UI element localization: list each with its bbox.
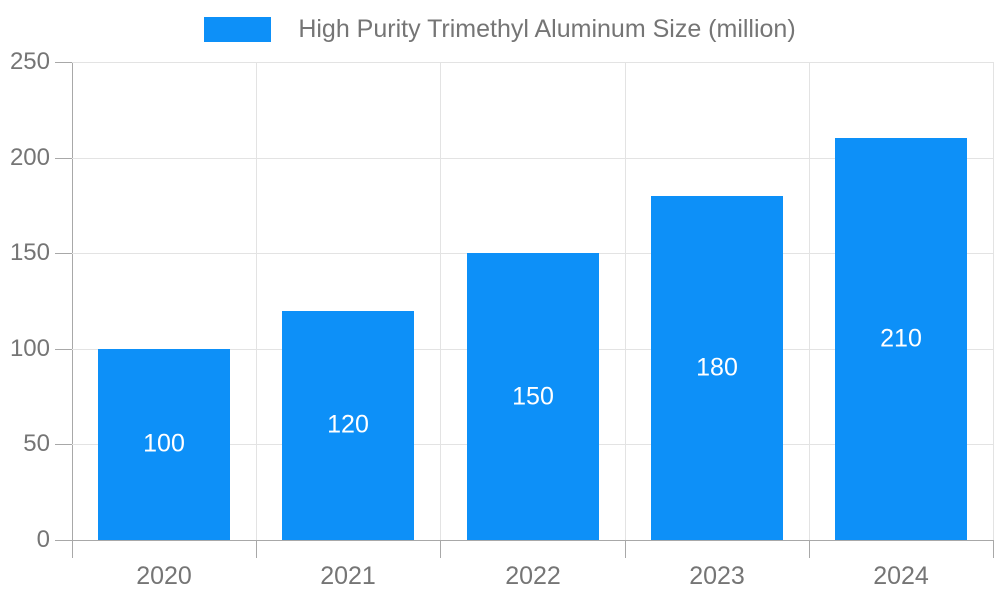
- x-axis-tick: [72, 540, 73, 558]
- bar-2021[interactable]: 120: [282, 310, 414, 540]
- x-axis-line: [72, 540, 993, 541]
- bar-value-label: 120: [327, 410, 369, 439]
- h-gridline: [72, 157, 993, 159]
- x-axis-tick: [809, 540, 810, 558]
- x-axis-tick: [440, 540, 441, 558]
- y-axis-tick: [55, 540, 72, 541]
- x-axis-label-2020: 2020: [136, 562, 192, 590]
- bar-value-label: 150: [512, 382, 554, 411]
- x-axis-label-2024: 2024: [873, 562, 929, 590]
- v-gridline: [440, 62, 441, 540]
- bar-2023[interactable]: 180: [651, 195, 783, 540]
- v-gridline: [993, 62, 994, 540]
- bar-value-label: 100: [143, 429, 185, 458]
- y-axis-label: 250: [9, 48, 50, 75]
- y-axis-tick: [55, 444, 72, 446]
- x-axis-tick: [256, 540, 257, 558]
- y-axis-label: 100: [9, 334, 50, 362]
- legend-item[interactable]: High Purity Trimethyl Aluminum Size (mil…: [0, 15, 1000, 44]
- x-axis-tick: [625, 540, 626, 558]
- y-axis-label: 200: [9, 143, 50, 171]
- bar-2024[interactable]: 210: [835, 138, 967, 540]
- legend-label: High Purity Trimethyl Aluminum Size (mil…: [298, 15, 796, 43]
- y-axis-tick: [55, 253, 72, 255]
- x-axis-label-2023: 2023: [689, 562, 745, 590]
- y-axis-line: [72, 62, 73, 540]
- x-axis-tick: [993, 540, 994, 558]
- plot-area: 100 120 150 180 210: [72, 62, 994, 540]
- bar-value-label: 210: [880, 324, 922, 353]
- x-axis-label-2021: 2021: [320, 562, 376, 590]
- h-gridline: [72, 62, 993, 63]
- bar-2020[interactable]: 100: [98, 348, 230, 540]
- legend-swatch-icon: [204, 17, 272, 42]
- x-axis-label-2022: 2022: [505, 562, 561, 590]
- v-gridline: [625, 62, 626, 540]
- v-gridline: [809, 62, 810, 540]
- y-axis-tick: [55, 62, 72, 63]
- y-axis-tick: [55, 157, 72, 159]
- bar-value-label: 180: [696, 353, 738, 382]
- y-axis-label: 50: [23, 430, 50, 458]
- y-axis-tick: [55, 348, 72, 350]
- y-axis-label: 150: [9, 239, 50, 267]
- y-axis-label: 0: [36, 526, 50, 553]
- v-gridline: [256, 62, 257, 540]
- bar-2022[interactable]: 150: [467, 253, 599, 540]
